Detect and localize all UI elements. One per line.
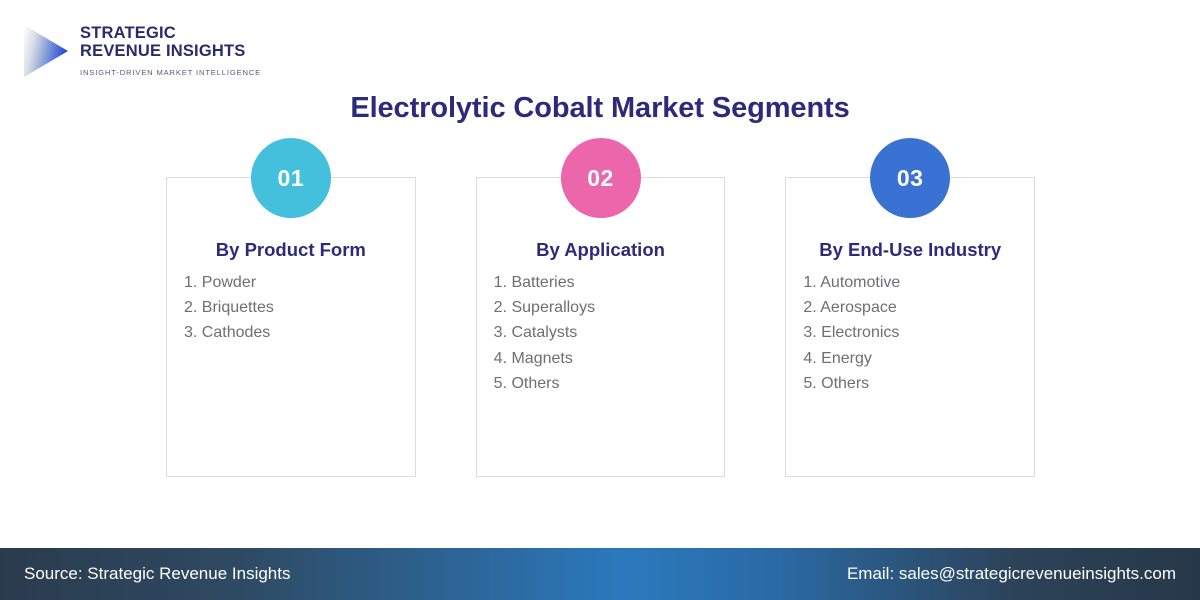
list-item: 1. Powder (184, 270, 405, 295)
list-item: 1. Automotive (803, 270, 1024, 295)
list-item: 3. Catalysts (494, 320, 715, 345)
list-item-number: 2. (803, 299, 817, 317)
list-item-label: Others (821, 374, 870, 392)
list-item-number: 5. (493, 374, 508, 392)
list-item-label: Aerospace (820, 299, 897, 317)
list-item-label: Catalysts (511, 324, 578, 342)
segment-card: 01 By Product Form 1. Powder 2. Briquett… (166, 138, 416, 477)
list-item: 2. Aerospace (803, 295, 1024, 320)
segment-number-badge: 01 (250, 138, 331, 218)
segment-number-badge: 02 (560, 138, 641, 218)
list-item-label: Superalloys (511, 299, 596, 317)
list-item-number: 3. (184, 324, 198, 342)
list-item-label: Others (511, 374, 560, 392)
list-item-label: Electronics (821, 324, 900, 342)
segment-card: 02 By Application 1. Batteries 2. Supera… (475, 138, 726, 477)
list-item: 2. Superalloys (494, 295, 715, 320)
list-item-number: 5. (803, 374, 817, 392)
segment-cards: 01 By Product Form 1. Powder 2. Briquett… (166, 138, 1036, 477)
segment-heading: By Application (536, 239, 665, 260)
list-item-number: 3. (493, 324, 508, 342)
list-item-number: 1. (803, 274, 817, 291)
segment-item-list: 1. Powder 2. Briquettes 3. Cathodes (184, 270, 405, 346)
list-item-number: 1. (184, 274, 198, 291)
brand-name-line-1: STRATEGIC (80, 24, 176, 42)
list-item-label: Automotive (820, 274, 901, 291)
list-item-label: Batteries (511, 274, 575, 291)
list-item: 5. Others (494, 371, 715, 396)
segment-number-badge: 03 (870, 138, 951, 218)
list-item-number: 2. (184, 299, 198, 317)
list-item-number: 2. (493, 299, 508, 317)
segment-heading: By End-Use Industry (819, 239, 1002, 260)
list-item-number: 3. (803, 324, 817, 342)
list-item-number: 4. (803, 349, 817, 367)
list-item: 1. Batteries (494, 270, 715, 295)
list-item: 5. Others (803, 371, 1024, 396)
list-item-label: Energy (821, 349, 872, 367)
list-item: 4. Energy (803, 346, 1024, 371)
brand-name-line-2: REVENUE INSIGHTS (80, 42, 246, 61)
brand-tagline: INSIGHT-DRIVEN MARKET INTELLIGENCE (80, 67, 262, 77)
segment-card: 03 By End-Use Industry 1. Automotive 2. … (785, 138, 1036, 477)
footer-source: Source: Strategic Revenue Insights (24, 564, 291, 583)
list-item-number: 1. (493, 274, 508, 291)
chevron-arrow-logo-icon (24, 25, 68, 77)
footer-bar: Source: Strategic Revenue Insights Email… (0, 548, 1200, 600)
brand-logo: STRATEGIC REVENUE INSIGHTS INSIGHT-DRIVE… (22, 20, 261, 80)
list-item-label: Powder (201, 274, 257, 291)
segment-item-list: 1. Automotive 2. Aerospace 3. Electronic… (803, 270, 1024, 396)
list-item: 3. Cathodes (184, 320, 405, 345)
list-item: 3. Electronics (803, 320, 1024, 345)
segment-item-list: 1. Batteries 2. Superalloys 3. Catalysts… (494, 270, 715, 396)
page-title: Electrolytic Cobalt Market Segments (350, 92, 850, 124)
list-item-label: Briquettes (201, 299, 274, 317)
footer-email: Email: sales@strategicrevenueinsights.co… (846, 564, 1176, 583)
segment-heading: By Product Form (215, 239, 366, 260)
list-item-number: 4. (493, 349, 508, 367)
list-item-label: Magnets (511, 349, 573, 367)
list-item: 4. Magnets (494, 346, 715, 371)
list-item-label: Cathodes (201, 324, 271, 342)
list-item: 2. Briquettes (184, 295, 405, 320)
